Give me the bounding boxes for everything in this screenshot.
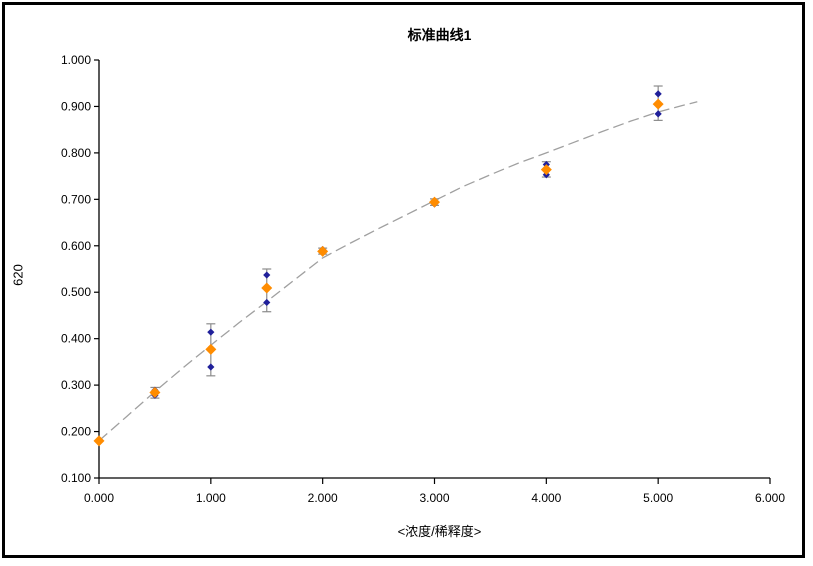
standard-mean-point (317, 245, 329, 257)
x-tick-label: 3.000 (419, 491, 449, 505)
y-tick-label: 0.900 (61, 99, 91, 113)
standard-mean-point (540, 164, 552, 176)
standard-mean-point (429, 196, 440, 208)
standard-mean-point (149, 387, 161, 399)
standard-mean-point (205, 343, 217, 355)
replicates-point (654, 90, 662, 98)
replicates-point (263, 271, 271, 279)
replicates-point (207, 363, 215, 371)
y-tick-label: 0.300 (61, 378, 91, 392)
x-tick-label: 6.000 (755, 491, 785, 505)
y-tick-label: 0.800 (61, 146, 91, 160)
replicates-point (654, 110, 662, 118)
standard-mean-point (261, 282, 273, 294)
y-tick-label: 0.500 (61, 285, 91, 299)
replicates-point (263, 298, 271, 307)
x-tick-label: 1.000 (196, 491, 226, 505)
x-tick-label: 2.000 (308, 491, 338, 505)
x-tick-label: 0.000 (84, 491, 114, 505)
y-tick-label: 0.400 (61, 332, 91, 346)
fit-curve-dashed-line (98, 101, 698, 442)
standard-mean-point (652, 98, 664, 110)
standard-mean-point (93, 435, 105, 447)
y-tick-label: 0.100 (61, 471, 91, 485)
x-tick-label: 5.000 (643, 491, 673, 505)
y-tick-label: 1.000 (61, 53, 91, 67)
y-tick-label: 0.200 (61, 425, 91, 439)
replicates-point (207, 328, 215, 336)
x-tick-label: 4.000 (531, 491, 561, 505)
y-tick-label: 0.600 (61, 239, 91, 253)
y-tick-label: 0.700 (61, 192, 91, 206)
chart-frame: 标准曲线1 620 <浓度/稀释度> (2, 2, 805, 558)
chart-title: 标准曲线1 (407, 27, 472, 43)
x-axis-title: <浓度/稀释度> (397, 524, 482, 539)
